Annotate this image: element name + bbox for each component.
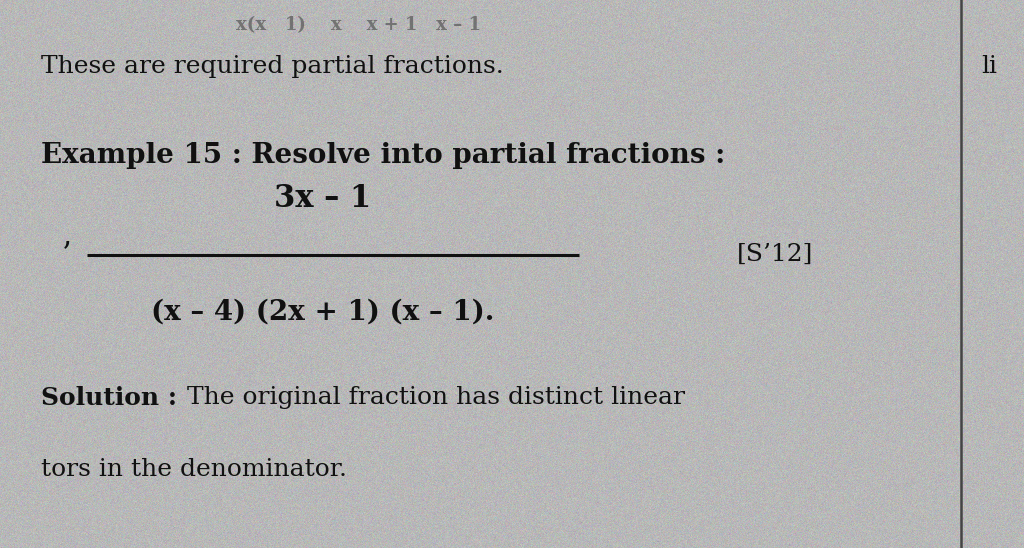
Text: [S’12]: [S’12] <box>737 243 814 266</box>
Text: li: li <box>981 55 997 78</box>
Text: 3x – 1: 3x – 1 <box>274 182 371 214</box>
Text: x(x   1)    x    x + 1   x – 1: x(x 1) x x + 1 x – 1 <box>236 16 481 35</box>
Text: These are required partial fractions.: These are required partial fractions. <box>41 55 504 78</box>
Text: Example 15 : Resolve into partial fractions :: Example 15 : Resolve into partial fracti… <box>41 142 725 169</box>
Text: (x – 4) (2x + 1) (x – 1).: (x – 4) (2x + 1) (x – 1). <box>151 299 495 326</box>
Text: The original fraction has distinct linear: The original fraction has distinct linea… <box>179 386 685 409</box>
Text: Solution :: Solution : <box>41 386 177 410</box>
Text: ’: ’ <box>61 239 72 270</box>
Text: tors in the denominator.: tors in the denominator. <box>41 458 347 481</box>
